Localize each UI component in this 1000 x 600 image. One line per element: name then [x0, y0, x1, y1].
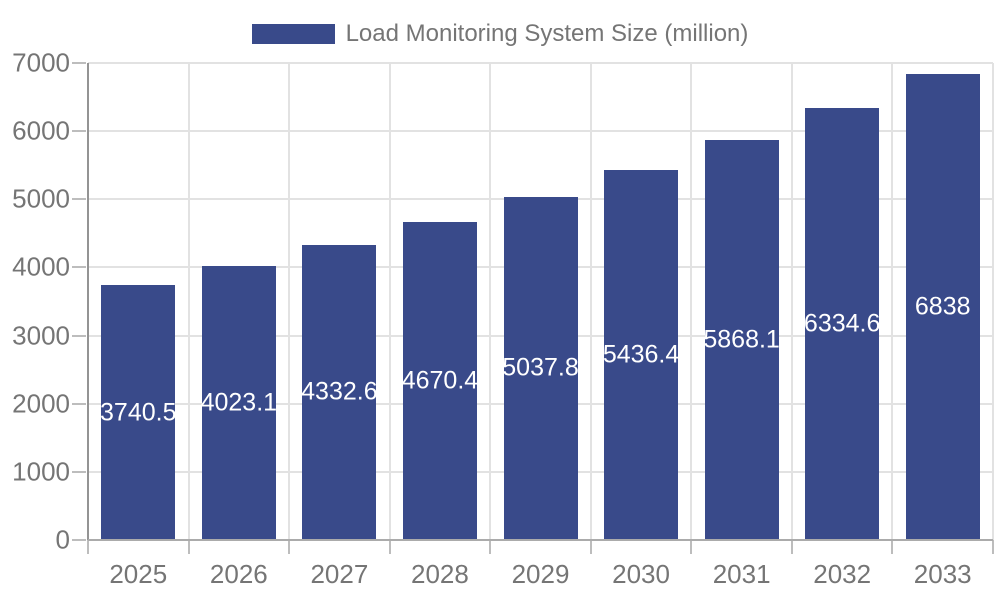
y-axis-tick: [72, 130, 86, 133]
bar-value-label: 5868.1: [703, 325, 780, 354]
x-axis-tick-label: 2027: [310, 559, 369, 589]
x-axis-tick: [187, 540, 190, 554]
y-axis-tick: [72, 402, 86, 405]
x-axis-tick: [690, 540, 693, 554]
bar-2030: 5436.4: [602, 169, 680, 540]
y-axis-tick: [72, 266, 86, 269]
v-gridline: [187, 63, 190, 540]
y-axis-line: [87, 63, 89, 540]
y-axis-tick: [72, 334, 86, 337]
y-axis-tick: [72, 539, 86, 541]
y-axis-tick-label: 5000: [12, 183, 70, 214]
y-axis-tick: [72, 62, 86, 64]
legend-swatch: [251, 24, 335, 44]
bar-value-label: 4332.6: [301, 377, 378, 406]
bar-2026: 4023.1: [200, 265, 278, 540]
v-gridline: [388, 63, 391, 540]
bar-2029: 5037.8: [502, 196, 579, 540]
x-axis-tick: [891, 540, 894, 554]
bar-2025: 3740.5: [100, 285, 177, 540]
legend-label: Load Monitoring System Size (million): [345, 20, 749, 47]
x-axis-tick: [87, 540, 89, 554]
x-axis-tick-label: 2031: [712, 559, 771, 589]
y-axis-tick-label: 1000: [12, 456, 70, 487]
h-gridline: [88, 130, 993, 133]
v-gridline: [288, 63, 291, 540]
bar-2028: 4670.4: [401, 221, 479, 540]
y-axis-tick-label: 7000: [12, 47, 70, 78]
bar-value-label: 5436.4: [602, 340, 680, 369]
y-axis-tick-label: 6000: [12, 115, 70, 146]
bar-value-label: 6334.6: [803, 309, 881, 338]
bar-value-label: 4670.4: [401, 366, 479, 395]
v-gridline: [790, 63, 793, 540]
x-axis-tick: [388, 540, 391, 554]
y-axis-tick-label: 4000: [12, 251, 70, 282]
y-axis-tick-labels: 0 1000 2000 3000 4000 5000 6000 7000: [0, 48, 70, 555]
x-axis-tick-label: 2030: [612, 559, 670, 589]
x-axis-tick: [288, 540, 291, 554]
v-gridline: [690, 63, 693, 540]
x-axis-line: [88, 539, 993, 541]
bar-value-label: 4023.1: [200, 388, 278, 417]
y-axis-tick-label: 2000: [12, 388, 70, 419]
x-axis-tick-label: 2026: [209, 559, 268, 589]
bar-2031: 5868.1: [703, 140, 780, 540]
v-gridline: [589, 63, 592, 540]
y-axis-tick-label: 3000: [12, 320, 70, 351]
bar-2033: 6838: [905, 74, 980, 540]
bar-value-label: 6838: [914, 292, 971, 321]
x-axis-tick: [992, 540, 994, 554]
bar-2027: 4332.6: [301, 244, 378, 540]
x-axis-tick-label: 2033: [913, 559, 972, 589]
x-axis-tick-label: 2028: [411, 559, 469, 589]
x-axis-tick: [489, 540, 492, 554]
x-axis-tick: [589, 540, 592, 554]
bar-value-label: 3740.5: [100, 398, 177, 427]
plot-area: 3740.5 4023.1 4332.6 4670.4 5037.8 5436.4 5868…: [72, 62, 994, 554]
v-gridline: [992, 63, 994, 540]
bar-value-label: 5037.8: [502, 353, 579, 382]
y-axis-tick: [72, 470, 86, 473]
x-axis-tick: [790, 540, 793, 554]
x-axis-tick-label: 2029: [511, 559, 570, 589]
legend: Load Monitoring System Size (million): [0, 20, 1000, 48]
v-gridline: [489, 63, 492, 540]
bar-2032: 6334.6: [803, 108, 881, 540]
v-gridline: [891, 63, 894, 540]
y-axis-tick: [72, 198, 86, 201]
x-axis-tick-label: 2032: [813, 559, 872, 589]
y-axis-tick-label: 0: [55, 524, 70, 555]
x-axis-tick-label: 2025: [109, 559, 168, 589]
x-axis-tick-labels: 2025 2026 2027 2028 2029 2030 2031 2032 2033: [88, 559, 993, 591]
h-gridline: [88, 62, 993, 64]
